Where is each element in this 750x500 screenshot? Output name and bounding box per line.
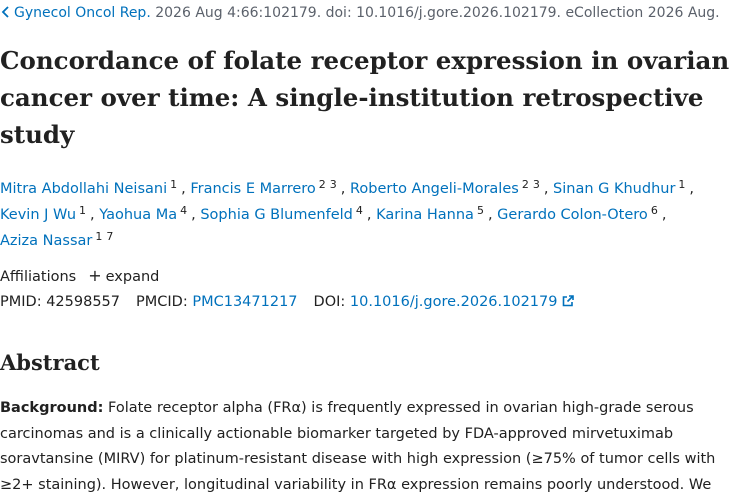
affiliation-ref[interactable]: 1: [678, 178, 686, 191]
separator: ,: [366, 207, 372, 223]
citation: Gynecol Oncol Rep. 2026 Aug 4:66:102179.…: [0, 5, 720, 21]
author-name[interactable]: Francis E Marrero: [190, 181, 316, 197]
affiliation-ref[interactable]: 1: [170, 178, 178, 191]
separator: ,: [191, 207, 196, 223]
identifier: PMCID: PMC13471217: [136, 294, 298, 310]
author: Roberto Angeli-Morales 2 3,: [350, 178, 549, 197]
plus-icon[interactable]: +: [88, 266, 102, 285]
author-name[interactable]: Aziza Nassar: [0, 233, 93, 249]
author-name[interactable]: Kevin J Wu: [0, 207, 77, 223]
identifier-label: DOI:: [313, 294, 346, 310]
journal-link[interactable]: Gynecol Oncol Rep.: [0, 5, 151, 21]
journal[interactable]: Gynecol Oncol Rep.: [14, 5, 151, 21]
affiliation-ref[interactable]: 1: [95, 230, 103, 243]
affiliation-refs: 5: [477, 204, 488, 217]
author-name[interactable]: Roberto Angeli-Morales: [350, 181, 519, 197]
article-title: Concordance of folate receptor expressio…: [0, 46, 730, 149]
author: Aziza Nassar 1 7: [0, 230, 117, 249]
affiliation-ref[interactable]: 5: [476, 204, 484, 217]
section-text: Folate receptor alpha (FRα) is frequentl…: [0, 400, 716, 493]
section-label: Background:: [0, 400, 104, 416]
separator: ,: [543, 181, 549, 197]
citation-details: 2026 Aug 4:66:102179. doi: 10.1016/j.gor…: [155, 5, 720, 21]
abstract-heading: Abstract: [0, 350, 100, 375]
external-link-icon[interactable]: [561, 294, 575, 308]
affiliation-ref[interactable]: 6: [650, 204, 658, 217]
affiliation-ref[interactable]: 3: [532, 178, 540, 191]
identifier-label: PMID:: [0, 294, 42, 310]
identifier-value: 42598557: [46, 294, 121, 310]
author: Sinan G Khudhur 1,: [553, 178, 695, 197]
affiliation-ref[interactable]: 4: [180, 204, 188, 217]
author-name[interactable]: Sinan G Khudhur: [553, 181, 676, 197]
author: Francis E Marrero 2 3,: [190, 178, 346, 197]
separator: ,: [181, 181, 186, 197]
identifier: DOI: 10.1016/j.gore.2026.102179: [314, 294, 575, 310]
identifier: PMID: 42598557: [0, 294, 120, 310]
affiliation-ref[interactable]: 3: [329, 178, 337, 191]
author-name[interactable]: Gerardo Colon-Otero: [497, 207, 648, 223]
author-list: Mitra Abdollahi Neisani 1, Francis E Marr…: [0, 176, 720, 254]
identifiers: PMID: 42598557 PMCID: PMC13471217 DOI: 10.…: [0, 294, 591, 310]
author: Gerardo Colon-Otero 6,: [497, 204, 667, 223]
author: Karina Hanna 5,: [376, 204, 493, 223]
affiliation-refs: 4: [180, 204, 191, 217]
identifier-value[interactable]: PMC13471217: [192, 294, 298, 310]
author: Mitra Abdollahi Neisani 1,: [0, 178, 186, 197]
author-name[interactable]: Yaohua Ma: [99, 207, 178, 223]
affiliation-refs: 6: [651, 204, 662, 217]
expand-toggle[interactable]: expand: [105, 269, 160, 285]
affiliation-refs: 1: [79, 204, 90, 217]
affiliation-refs: 1: [678, 178, 689, 191]
author: Sophia G Blumenfeld 4,: [200, 204, 372, 223]
affiliation-refs: 4: [356, 204, 367, 217]
identifier-label: PMCID:: [136, 294, 188, 310]
author: Kevin J Wu 1,: [0, 204, 95, 223]
separator: ,: [689, 181, 695, 197]
identifier-value[interactable]: 10.1016/j.gore.2026.102179: [349, 294, 558, 310]
author-name[interactable]: Sophia G Blumenfeld: [200, 207, 353, 223]
affiliations-label: Affiliations: [0, 269, 77, 285]
affiliation-ref[interactable]: 7: [106, 230, 114, 243]
affiliation-refs: 1: [170, 178, 181, 191]
abstract-section: Background: Folate receptor alpha (FRα) …: [0, 396, 738, 498]
chevron-icon: [1, 6, 9, 18]
affiliations: Affiliations + expand: [0, 266, 159, 285]
separator: ,: [340, 181, 346, 197]
author-name[interactable]: Karina Hanna: [376, 207, 474, 223]
author-name[interactable]: Mitra Abdollahi Neisani: [0, 181, 168, 197]
author: Yaohua Ma 4,: [99, 204, 196, 223]
affiliation-ref[interactable]: 1: [79, 204, 87, 217]
separator: ,: [661, 207, 667, 223]
affiliation-ref[interactable]: 2: [521, 178, 529, 191]
separator: ,: [487, 207, 493, 223]
affiliation-ref[interactable]: 2: [318, 178, 326, 191]
affiliation-ref[interactable]: 4: [355, 204, 363, 217]
separator: ,: [90, 207, 95, 223]
